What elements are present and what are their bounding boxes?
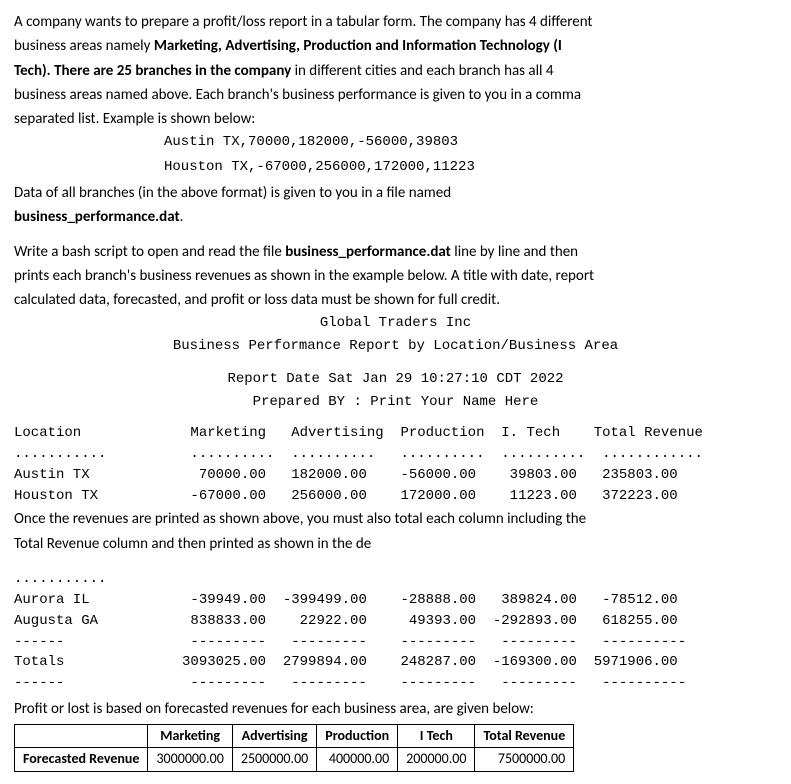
forecast-v2: 400000.00 xyxy=(317,748,398,772)
intro-line3: Tech). There are 25 branches in the comp… xyxy=(14,61,777,81)
task-line1: Write a bash script to open and read the… xyxy=(14,242,777,262)
task-l1b: business_performance.dat xyxy=(285,243,451,261)
forecast-h4: I Tech xyxy=(398,724,475,748)
report-dots: ........... .......... .......... ......… xyxy=(14,445,777,464)
example-row1: Austin TX,70000,182000,-56000,39803 xyxy=(164,133,777,152)
report2-rowA: Aurora IL -39949.00 -399499.00 -28888.00… xyxy=(14,591,777,610)
forecast-h1: Marketing xyxy=(148,724,232,748)
forecast-data-row: Forecasted Revenue 3000000.00 2500000.00… xyxy=(15,748,574,772)
file-name: business_performance.dat xyxy=(14,208,180,226)
intro-line4: business areas named above. Each branch'… xyxy=(14,85,777,105)
report-date: Report Date Sat Jan 29 10:27:10 CDT 2022 xyxy=(14,370,777,389)
example-row2: Houston TX,-67000,256000,172000,11223 xyxy=(164,158,777,177)
intro-line2a: business areas namely xyxy=(14,37,154,55)
report-header: Location Marketing Advertising Productio… xyxy=(14,424,777,443)
intro-line3a: Tech). There are 25 branches in the comp… xyxy=(14,62,291,80)
report2-dash2: ------ --------- --------- --------- ---… xyxy=(14,674,777,693)
forecast-table: Marketing Advertising Production I Tech … xyxy=(14,724,574,773)
mid-line1: Once the revenues are printed as shown a… xyxy=(14,509,777,529)
pl-intro: Profit or lost is based on forecasted re… xyxy=(14,699,777,719)
file-name-line: business_performance.dat. xyxy=(14,207,777,227)
task-l1c: line by line and then xyxy=(451,243,578,261)
task-line3: calculated data, forecasted, and profit … xyxy=(14,290,777,310)
report-row2: Houston TX -67000.00 256000.00 172000.00… xyxy=(14,487,777,506)
task-l1a: Write a bash script to open and read the… xyxy=(14,243,285,261)
forecast-header-row: Marketing Advertising Production I Tech … xyxy=(15,724,574,748)
report2-dots: ........... xyxy=(14,570,777,589)
report2-rowB: Augusta GA 838833.00 22922.00 49393.00 -… xyxy=(14,612,777,631)
report-title2: Business Performance Report by Location/… xyxy=(14,337,777,356)
forecast-v1: 2500000.00 xyxy=(232,748,316,772)
report2-totals: Totals 3093025.00 2799894.00 248287.00 -… xyxy=(14,653,777,672)
intro-line2b: Marketing, Advertising, Production and I… xyxy=(154,37,562,55)
forecast-v0: 3000000.00 xyxy=(148,748,232,772)
forecast-label: Forecasted Revenue xyxy=(15,748,148,772)
report-title1: Global Traders Inc xyxy=(14,314,777,333)
task-line2: prints each branch's business revenues a… xyxy=(14,266,777,286)
forecast-h0 xyxy=(15,724,148,748)
report2-dash1: ------ --------- --------- --------- ---… xyxy=(14,633,777,652)
intro-line1: A company wants to prepare a profit/loss… xyxy=(14,12,777,32)
report-prep: Prepared BY : Print Your Name Here xyxy=(14,393,777,412)
intro-line3b: in different cities and each branch has … xyxy=(291,62,553,80)
mid-line2: Total Revenue column and then printed as… xyxy=(14,534,777,554)
report-row1: Austin TX 70000.00 182000.00 -56000.00 3… xyxy=(14,466,777,485)
intro-line2: business areas namely Marketing, Adverti… xyxy=(14,36,777,56)
file-intro: Data of all branches (in the above forma… xyxy=(14,183,777,203)
forecast-h5: Total Revenue xyxy=(475,724,574,748)
forecast-h2: Advertising xyxy=(232,724,316,748)
intro-line5: separated list. Example is shown below: xyxy=(14,109,777,129)
forecast-v3: 200000.00 xyxy=(398,748,475,772)
forecast-v4: 7500000.00 xyxy=(475,748,574,772)
period1: . xyxy=(180,208,184,226)
forecast-h3: Production xyxy=(317,724,398,748)
